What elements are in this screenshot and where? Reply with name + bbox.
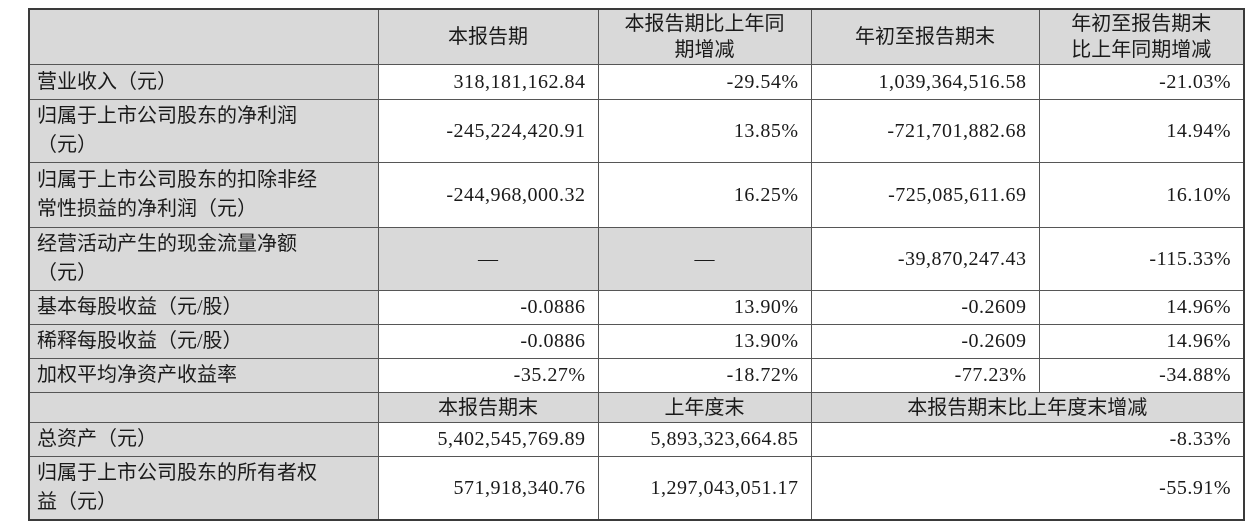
row-label: 加权平均净资产收益率 bbox=[28, 358, 379, 393]
cell-yoy-na: — bbox=[597, 227, 812, 291]
cell-period-end: 571,918,340.76 bbox=[377, 456, 599, 521]
cell-period-end: 5,402,545,769.89 bbox=[377, 422, 599, 457]
row-label: 稀释每股收益（元/股） bbox=[28, 324, 379, 359]
table-row: 归属于上市公司股东的净利润 （元） -245,224,420.91 13.85%… bbox=[28, 99, 1245, 163]
cell-ytd-yoy: 16.10% bbox=[1038, 162, 1245, 228]
cell-ytd: 1,039,364,516.58 bbox=[810, 64, 1040, 100]
cell-current: -0.0886 bbox=[377, 290, 599, 325]
header-prev-year-end: 上年度末 bbox=[597, 392, 812, 423]
cell-current: -244,968,000.32 bbox=[377, 162, 599, 228]
cell-ytd: -721,701,882.68 bbox=[810, 99, 1040, 163]
table-row: 归属于上市公司股东的所有者权 益（元） 571,918,340.76 1,297… bbox=[28, 456, 1245, 521]
table-row: 经营活动产生的现金流量净额 （元） — — -39,870,247.43 -11… bbox=[28, 227, 1245, 291]
header-ytd: 年初至报告期末 bbox=[810, 8, 1040, 65]
cell-current: 318,181,162.84 bbox=[377, 64, 599, 100]
header-period-end-change: 本报告期末比上年度末增减 bbox=[810, 392, 1245, 423]
cell-current: -35.27% bbox=[377, 358, 599, 393]
cell-ytd: -0.2609 bbox=[810, 290, 1040, 325]
table-row: 稀释每股收益（元/股） -0.0886 13.90% -0.2609 14.96… bbox=[28, 324, 1245, 359]
row-label: 总资产（元） bbox=[28, 422, 379, 457]
table-row: 归属于上市公司股东的扣除非经 常性损益的净利润（元） -244,968,000.… bbox=[28, 162, 1245, 228]
header-current-period: 本报告期 bbox=[377, 8, 599, 65]
cell-change: -55.91% bbox=[810, 456, 1245, 521]
cell-ytd-yoy: -21.03% bbox=[1038, 64, 1245, 100]
row-label: 归属于上市公司股东的净利润 （元） bbox=[28, 99, 379, 163]
cell-prev-year-end: 1,297,043,051.17 bbox=[597, 456, 812, 521]
header-ytd-yoy: 年初至报告期末 比上年同期增减 bbox=[1038, 8, 1245, 65]
cell-ytd: -0.2609 bbox=[810, 324, 1040, 359]
table-row: 基本每股收益（元/股） -0.0886 13.90% -0.2609 14.96… bbox=[28, 290, 1245, 325]
cell-yoy: 13.90% bbox=[597, 324, 812, 359]
cell-yoy: 16.25% bbox=[597, 162, 812, 228]
header-period-end: 本报告期末 bbox=[377, 392, 599, 423]
cell-yoy: 13.85% bbox=[597, 99, 812, 163]
cell-current: -0.0886 bbox=[377, 324, 599, 359]
header-current-period-yoy: 本报告期比上年同 期增减 bbox=[597, 8, 812, 65]
row-label: 归属于上市公司股东的所有者权 益（元） bbox=[28, 456, 379, 521]
cell-ytd-yoy: -34.88% bbox=[1038, 358, 1245, 393]
header-corner-cell bbox=[28, 8, 379, 65]
cell-yoy: -29.54% bbox=[597, 64, 812, 100]
cell-ytd: -39,870,247.43 bbox=[810, 227, 1040, 291]
cell-ytd-yoy: 14.96% bbox=[1038, 290, 1245, 325]
cell-ytd: -725,085,611.69 bbox=[810, 162, 1040, 228]
cell-change: -8.33% bbox=[810, 422, 1245, 457]
header-row-top: 本报告期 本报告期比上年同 期增减 年初至报告期末 年初至报告期末 比上年同期增… bbox=[28, 8, 1245, 65]
cell-ytd: -77.23% bbox=[810, 358, 1040, 393]
table-row: 营业收入（元） 318,181,162.84 -29.54% 1,039,364… bbox=[28, 64, 1245, 100]
cell-current: -245,224,420.91 bbox=[377, 99, 599, 163]
financial-key-metrics-table: 本报告期 本报告期比上年同 期增减 年初至报告期末 年初至报告期末 比上年同期增… bbox=[28, 8, 1245, 521]
row-label: 基本每股收益（元/股） bbox=[28, 290, 379, 325]
row-label: 归属于上市公司股东的扣除非经 常性损益的净利润（元） bbox=[28, 162, 379, 228]
row-label: 经营活动产生的现金流量净额 （元） bbox=[28, 227, 379, 291]
table-row: 总资产（元） 5,402,545,769.89 5,893,323,664.85… bbox=[28, 422, 1245, 457]
cell-ytd-yoy: -115.33% bbox=[1038, 227, 1245, 291]
cell-ytd-yoy: 14.94% bbox=[1038, 99, 1245, 163]
cell-ytd-yoy: 14.96% bbox=[1038, 324, 1245, 359]
cell-yoy: 13.90% bbox=[597, 290, 812, 325]
row-label: 营业收入（元） bbox=[28, 64, 379, 100]
cell-prev-year-end: 5,893,323,664.85 bbox=[597, 422, 812, 457]
table-row: 加权平均净资产收益率 -35.27% -18.72% -77.23% -34.8… bbox=[28, 358, 1245, 393]
header-row-bottom: 本报告期末 上年度末 本报告期末比上年度末增减 bbox=[28, 392, 1245, 423]
cell-yoy: -18.72% bbox=[597, 358, 812, 393]
header-corner-cell bbox=[28, 392, 379, 423]
cell-current-na: — bbox=[377, 227, 599, 291]
